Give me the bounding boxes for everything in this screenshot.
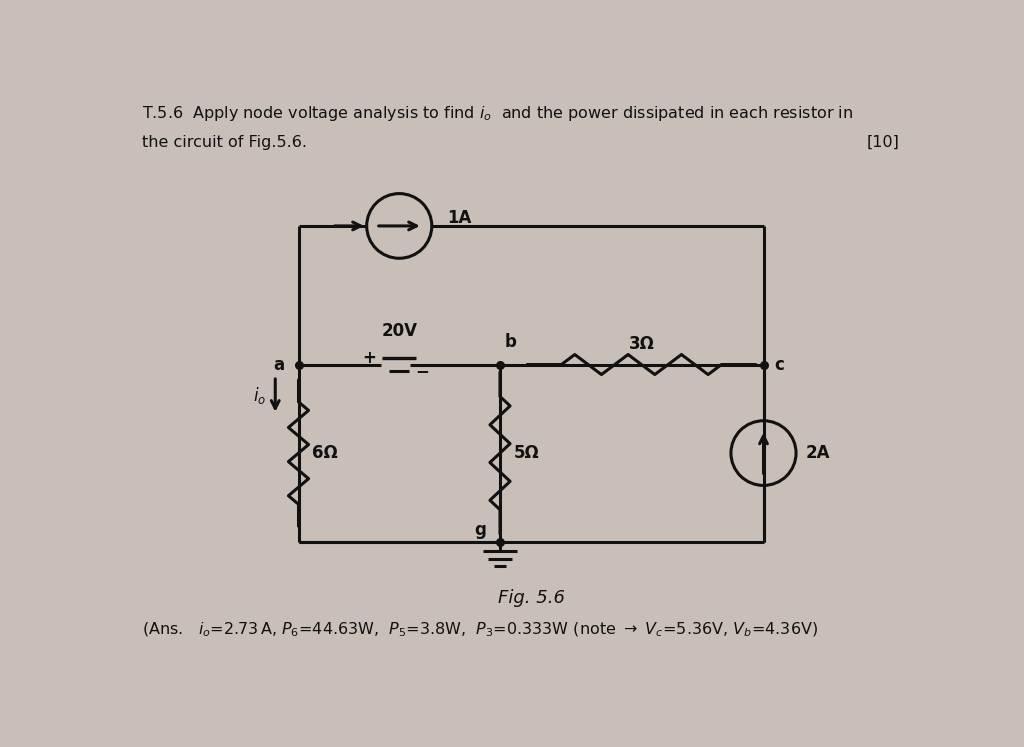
Text: 3Ω: 3Ω	[629, 335, 654, 353]
Text: Fig. 5.6: Fig. 5.6	[498, 589, 564, 607]
Text: 20V: 20V	[381, 322, 417, 340]
Text: the circuit of Fig.5.6.: the circuit of Fig.5.6.	[142, 135, 307, 150]
Text: 6Ω: 6Ω	[312, 444, 338, 462]
Text: 2A: 2A	[805, 444, 829, 462]
Text: b: b	[505, 332, 516, 350]
Text: g: g	[474, 521, 486, 539]
Text: c: c	[774, 356, 784, 374]
Text: T.5.6  Apply node voltage analysis to find $i_o$  and the power dissipated in ea: T.5.6 Apply node voltage analysis to fin…	[142, 105, 853, 123]
Text: 5Ω: 5Ω	[514, 444, 540, 462]
Text: +: +	[362, 349, 376, 367]
Text: [10]: [10]	[866, 135, 899, 150]
Text: $i_o$: $i_o$	[253, 385, 266, 406]
Text: 1A: 1A	[447, 209, 472, 227]
Text: a: a	[273, 356, 285, 374]
Text: −: −	[416, 362, 429, 380]
Text: (Ans.   $i_o$=2.73$\,$A, $P_6$=44.63W,  $P_5$=3.8W,  $P_3$=0.333W (note $\righta: (Ans. $i_o$=2.73$\,$A, $P_6$=44.63W, $P_…	[142, 620, 818, 639]
